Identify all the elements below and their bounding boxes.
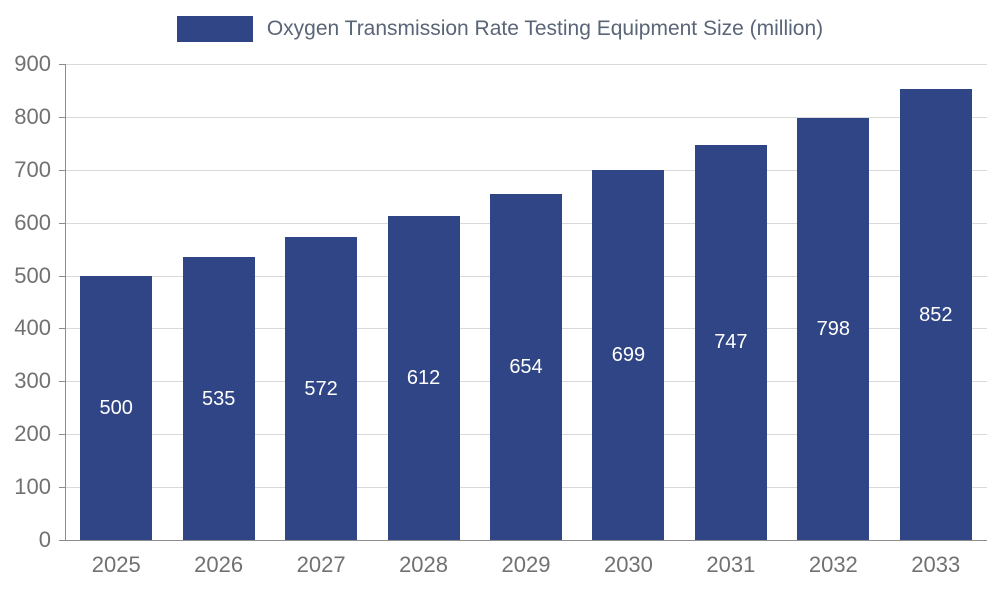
y-tick-label: 700 xyxy=(14,156,51,182)
gridline xyxy=(65,116,987,118)
y-tick-label: 100 xyxy=(14,474,51,500)
bar: 747 xyxy=(694,144,767,540)
y-tick-label: 500 xyxy=(14,262,51,288)
bar: 699 xyxy=(592,170,665,540)
y-tick-mark xyxy=(59,275,65,277)
bar-value-label: 535 xyxy=(201,387,236,410)
gridline xyxy=(65,169,987,171)
x-tick-label: 2033 xyxy=(911,552,961,577)
bar: 535 xyxy=(182,257,255,540)
bar: 572 xyxy=(285,237,358,540)
y-tick-mark xyxy=(59,434,65,436)
y-tick-mark xyxy=(59,222,65,224)
y-tick-mark xyxy=(59,328,65,330)
bar-value-label: 500 xyxy=(99,396,133,419)
bar: 654 xyxy=(490,194,562,540)
x-tick-label: 2030 xyxy=(603,552,653,577)
y-tick-label: 800 xyxy=(14,103,51,129)
y-tick-label: 200 xyxy=(14,421,51,447)
bar-value-label: 798 xyxy=(816,317,851,340)
y-tick-label: 300 xyxy=(14,368,51,394)
y-tick-mark xyxy=(59,540,65,541)
y-tick-label: 400 xyxy=(14,315,51,341)
y-axis-line xyxy=(65,64,66,540)
x-tick-label: 2029 xyxy=(501,552,551,577)
x-tick-label: 2032 xyxy=(808,552,858,577)
y-tick-mark xyxy=(59,381,65,383)
y-tick-mark xyxy=(59,169,65,171)
x-tick-label: 2026 xyxy=(194,552,244,577)
bar: 798 xyxy=(797,117,870,540)
bar: 500 xyxy=(80,275,153,540)
y-tick-label: 600 xyxy=(14,209,51,235)
bar-value-label: 654 xyxy=(509,356,543,379)
y-tick-label: 0 xyxy=(38,527,51,552)
bar: 612 xyxy=(387,216,460,540)
bar: 852 xyxy=(899,89,972,540)
legend-title: Oxygen Transmission Rate Testing Equipme… xyxy=(266,17,824,40)
bar-value-label: 572 xyxy=(304,377,338,400)
legend-swatch xyxy=(176,16,253,42)
x-tick-label: 2025 xyxy=(91,552,141,577)
legend: Oxygen Transmission Rate Testing Equipme… xyxy=(0,16,1000,42)
x-tick-label: 2031 xyxy=(706,552,756,577)
x-tick-label: 2028 xyxy=(399,552,449,577)
bar-value-label: 852 xyxy=(919,303,953,326)
y-tick-mark xyxy=(59,487,65,489)
bar-value-label: 699 xyxy=(611,344,646,367)
bar-value-label: 612 xyxy=(406,367,441,390)
y-tick-mark xyxy=(59,116,65,118)
gridline xyxy=(65,64,987,65)
x-axis-line xyxy=(65,540,987,541)
y-tick-mark xyxy=(59,64,65,65)
bar-value-label: 747 xyxy=(714,331,748,354)
y-tick-label: 900 xyxy=(14,51,51,76)
x-tick-label: 2027 xyxy=(296,552,346,577)
